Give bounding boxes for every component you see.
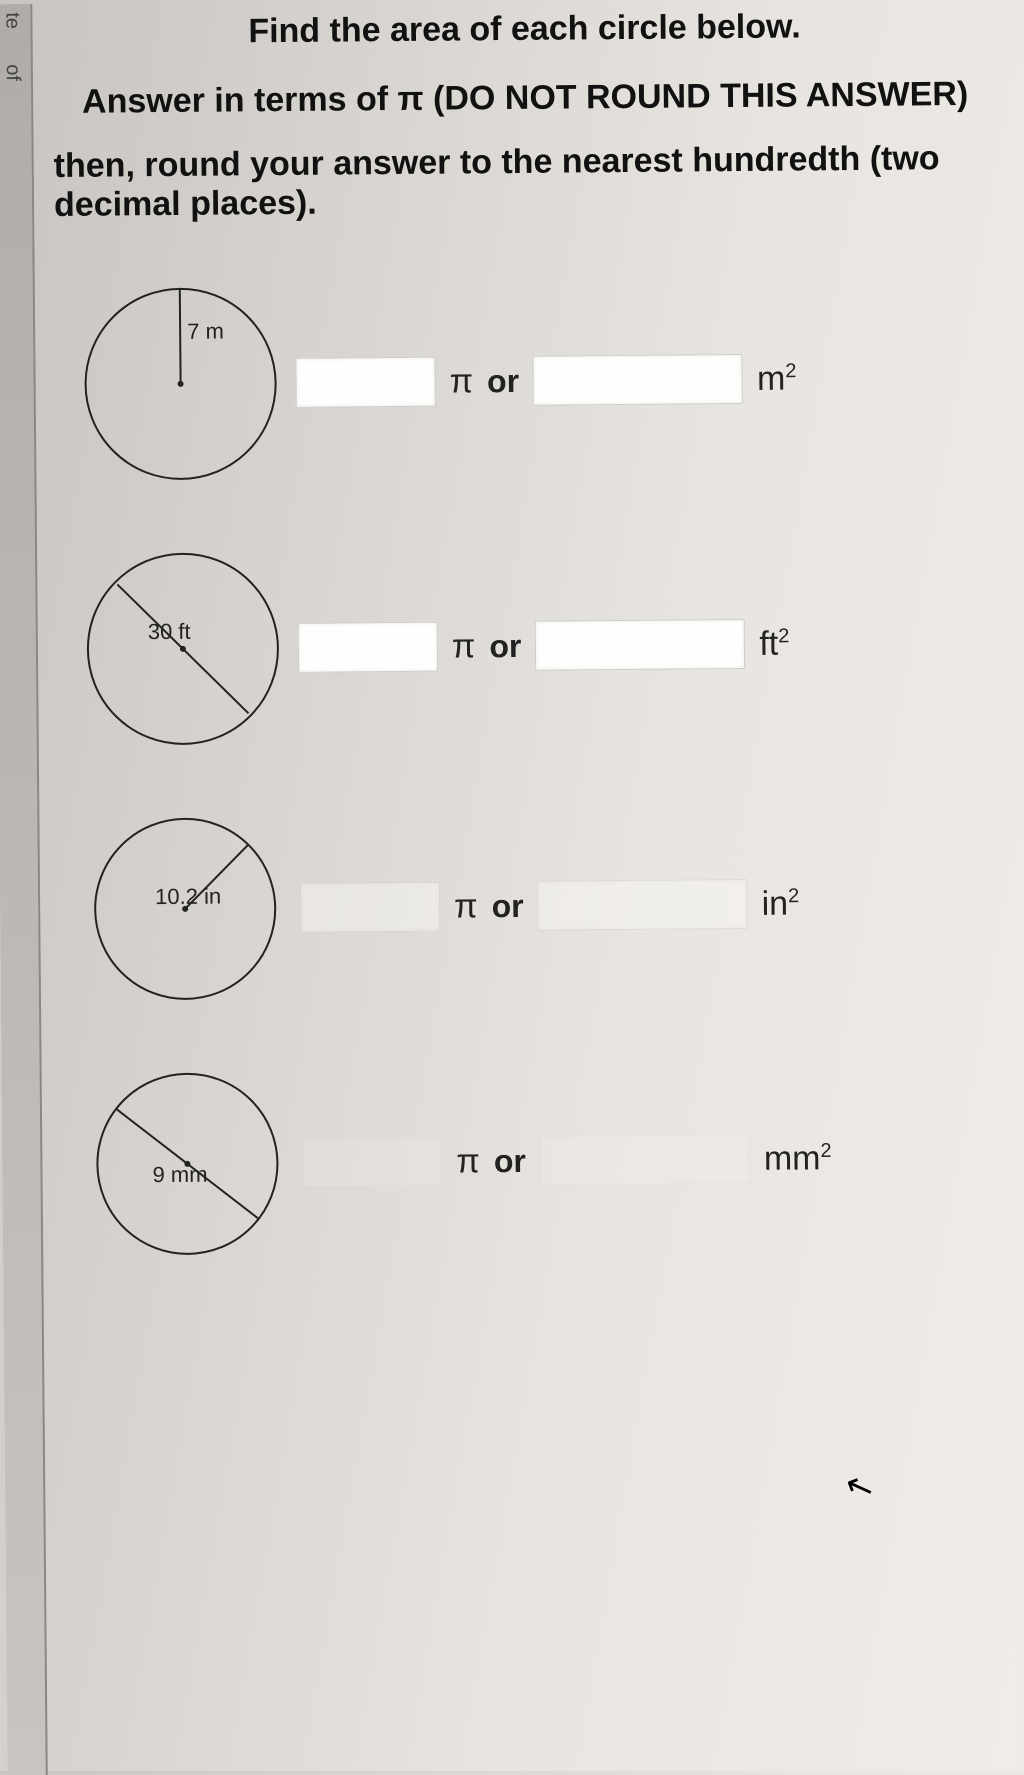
- pi-symbol: π: [454, 887, 478, 926]
- svg-text:10.2 in: 10.2 in: [155, 884, 221, 910]
- or-label: or: [487, 362, 519, 399]
- cursor-icon: ↖: [839, 1463, 880, 1510]
- circle-diagram-4: 9 mm: [72, 1063, 304, 1265]
- instruction-line-2: then, round your answer to the nearest h…: [54, 139, 989, 225]
- or-label: or: [491, 887, 523, 924]
- pi-answer-input-3[interactable]: [300, 882, 440, 933]
- problem-row-3: 10.2 in π or in2: [69, 802, 995, 1010]
- svg-text:9 mm: 9 mm: [152, 1162, 207, 1187]
- unit-label-2: ft2: [759, 624, 789, 663]
- problem-row-2: 30 ft π or ft2: [67, 537, 993, 755]
- margin-text-2: of: [1, 64, 24, 81]
- left-margin-strip: te of: [0, 4, 48, 1775]
- answer-group-3: π or in2: [300, 877, 994, 933]
- answer-group-2: π or ft2: [298, 617, 992, 673]
- unit-label-3: in2: [761, 884, 799, 923]
- instruction-line-1: Answer in terms of π (DO NOT ROUND THIS …: [63, 75, 987, 122]
- pi-symbol: π: [449, 362, 473, 401]
- problem-row-1: 7 m π or m2: [65, 272, 991, 490]
- or-label: or: [494, 1142, 526, 1179]
- pi-symbol: π: [456, 1142, 480, 1181]
- circle-diagram-2: 30 ft: [67, 543, 299, 755]
- circle-diagram-1: 7 m: [65, 278, 297, 490]
- margin-text-1: te: [0, 12, 23, 29]
- decimal-answer-input-3[interactable]: [537, 879, 747, 931]
- or-label: or: [489, 627, 521, 664]
- svg-text:7 m: 7 m: [187, 318, 224, 343]
- answer-group-4: π or mm2: [302, 1132, 996, 1188]
- decimal-answer-input-2[interactable]: [535, 619, 745, 671]
- problem-row-4: 9 mm π or mm2: [72, 1057, 998, 1265]
- pi-symbol: π: [452, 627, 476, 666]
- svg-text:30 ft: 30 ft: [148, 619, 191, 644]
- pi-answer-input-1[interactable]: [295, 357, 435, 408]
- answer-group-1: π or m2: [295, 352, 989, 408]
- pi-answer-input-4[interactable]: [302, 1137, 442, 1188]
- main-content: Find the area of each circle below. Answ…: [62, 0, 997, 1265]
- unit-label-4: mm2: [764, 1139, 832, 1179]
- page-title: Find the area of each circle below.: [62, 6, 986, 53]
- pi-answer-input-2[interactable]: [298, 622, 438, 673]
- decimal-answer-input-4[interactable]: [540, 1134, 750, 1186]
- decimal-answer-input-1[interactable]: [533, 354, 743, 406]
- unit-label-1: m2: [757, 359, 797, 398]
- circle-diagram-3: 10.2 in: [69, 808, 301, 1010]
